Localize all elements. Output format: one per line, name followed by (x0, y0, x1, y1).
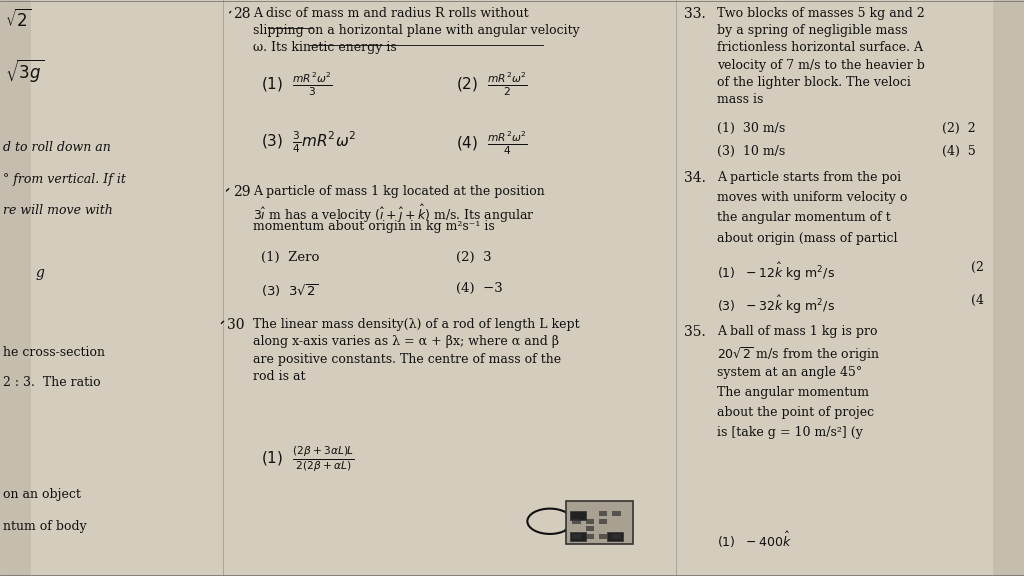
Text: $(2)\ \ \frac{mR^2\omega^2}{2}$: $(2)\ \ \frac{mR^2\omega^2}{2}$ (456, 70, 527, 98)
Text: (4)  −3: (4) −3 (456, 282, 503, 295)
FancyBboxPatch shape (570, 511, 586, 520)
Text: (2)  3: (2) 3 (456, 251, 492, 264)
Text: A particle starts from the poi: A particle starts from the poi (717, 171, 901, 184)
Text: (2)  2: (2) 2 (942, 122, 976, 135)
Text: momentum about origin in kg m²s⁻¹ is: momentum about origin in kg m²s⁻¹ is (253, 220, 495, 233)
Text: re will move with: re will move with (3, 204, 113, 218)
Text: of the lighter block. The veloci: of the lighter block. The veloci (717, 76, 910, 89)
Bar (0, 0, 31, 576)
FancyBboxPatch shape (566, 501, 633, 544)
Text: (4: (4 (971, 294, 984, 307)
Text: A ball of mass 1 kg is pro: A ball of mass 1 kg is pro (717, 325, 878, 339)
Text: ntum of body: ntum of body (3, 520, 87, 533)
Text: about origin (mass of particl: about origin (mass of particl (717, 232, 897, 245)
Text: $(1)\ \ \frac{mR^2\omega^2}{3}$: $(1)\ \ \frac{mR^2\omega^2}{3}$ (261, 70, 333, 98)
Text: (1)  30 m/s: (1) 30 m/s (717, 122, 785, 135)
Text: on an object: on an object (3, 488, 81, 502)
Text: rod is at: rod is at (253, 370, 305, 383)
FancyBboxPatch shape (572, 519, 581, 524)
Text: A particle of mass 1 kg located at the position: A particle of mass 1 kg located at the p… (253, 185, 545, 199)
Text: $(3)\ \ \frac{3}{4}mR^2\omega^2$: $(3)\ \ \frac{3}{4}mR^2\omega^2$ (261, 130, 356, 155)
Text: frictionless horizontal surface. A: frictionless horizontal surface. A (717, 41, 923, 55)
Text: g: g (36, 266, 45, 280)
Text: slipping on a horizontal plane with angular velocity: slipping on a horizontal plane with angu… (253, 24, 580, 37)
Text: $\sqrt{2}$: $\sqrt{2}$ (5, 9, 32, 31)
Text: system at an angle 45°: system at an angle 45° (717, 366, 862, 379)
Text: the angular momentum of t: the angular momentum of t (717, 211, 891, 225)
Text: $(3)\ \ -32\hat{k}\ \mathrm{kg\ m^2/s}$: $(3)\ \ -32\hat{k}\ \mathrm{kg\ m^2/s}$ (717, 294, 835, 316)
FancyBboxPatch shape (599, 519, 607, 524)
Text: (1)  Zero: (1) Zero (261, 251, 319, 264)
Text: 29: 29 (233, 185, 251, 199)
Bar (993, 0, 1024, 576)
Text: about the point of projec: about the point of projec (717, 406, 873, 419)
Text: $(1)\ \ -400\hat{k}$: $(1)\ \ -400\hat{k}$ (717, 530, 792, 550)
FancyBboxPatch shape (612, 511, 621, 516)
FancyBboxPatch shape (599, 534, 607, 539)
Text: by a spring of negligible mass: by a spring of negligible mass (717, 24, 907, 37)
Text: 35.: 35. (684, 325, 706, 339)
Text: $(1)\ \ \frac{(2\beta+3\alpha L)L}{2(2\beta+\alpha L)}$: $(1)\ \ \frac{(2\beta+3\alpha L)L}{2(2\b… (261, 445, 354, 474)
Text: ω. Its kinetic energy is: ω. Its kinetic energy is (253, 41, 396, 55)
Text: The angular momentum: The angular momentum (717, 386, 868, 399)
Text: moves with uniform velocity o: moves with uniform velocity o (717, 191, 907, 204)
Text: The linear mass density(λ) of a rod of length L kept: The linear mass density(λ) of a rod of l… (253, 318, 580, 331)
Text: 2 : 3.  The ratio: 2 : 3. The ratio (3, 376, 100, 389)
Text: velocity of 7 m/s to the heavier b: velocity of 7 m/s to the heavier b (717, 59, 925, 72)
Text: $(3)\ \ 3\sqrt{2}$: $(3)\ \ 3\sqrt{2}$ (261, 282, 319, 299)
Text: $(1)\ \ -12\hat{k}\ \mathrm{kg\ m^2/s}$: $(1)\ \ -12\hat{k}\ \mathrm{kg\ m^2/s}$ (717, 261, 835, 283)
Text: $(4)\ \ \frac{mR^2\omega^2}{4}$: $(4)\ \ \frac{mR^2\omega^2}{4}$ (456, 130, 527, 157)
Text: along x-axis varies as λ = α + βx; where α and β: along x-axis varies as λ = α + βx; where… (253, 335, 559, 348)
Text: Two blocks of masses 5 kg and 2: Two blocks of masses 5 kg and 2 (717, 7, 925, 20)
FancyBboxPatch shape (570, 532, 586, 541)
Text: $3\hat{\imath}$ m has a velocity $(\hat{\imath}+\hat{\jmath}+\hat{k})$ m/s. Its : $3\hat{\imath}$ m has a velocity $(\hat{… (253, 203, 535, 225)
FancyBboxPatch shape (607, 532, 623, 541)
Text: 34.: 34. (684, 171, 706, 185)
Text: mass is: mass is (717, 93, 763, 107)
Text: $\sqrt{3g}$: $\sqrt{3g}$ (5, 58, 44, 85)
Text: (4)  5: (4) 5 (942, 145, 976, 158)
FancyBboxPatch shape (599, 511, 607, 516)
Text: A disc of mass m and radius R rolls without: A disc of mass m and radius R rolls with… (253, 7, 528, 20)
Text: ° from vertical. If it: ° from vertical. If it (3, 173, 126, 186)
Text: (2: (2 (971, 261, 984, 274)
Text: are positive constants. The centre of mass of the: are positive constants. The centre of ma… (253, 353, 561, 366)
Text: is [take g = 10 m/s²] (y: is [take g = 10 m/s²] (y (717, 426, 862, 439)
FancyBboxPatch shape (586, 526, 594, 531)
Text: 30: 30 (227, 318, 245, 332)
Text: $20\sqrt{2}$ m/s from the origin: $20\sqrt{2}$ m/s from the origin (717, 346, 880, 365)
Text: he cross-section: he cross-section (3, 346, 105, 359)
Text: (3)  10 m/s: (3) 10 m/s (717, 145, 785, 158)
FancyBboxPatch shape (612, 534, 621, 539)
FancyBboxPatch shape (586, 519, 594, 524)
Text: 28: 28 (233, 7, 251, 21)
FancyBboxPatch shape (586, 534, 594, 539)
Text: 33.: 33. (684, 7, 706, 21)
Text: d to roll down an: d to roll down an (3, 141, 111, 154)
FancyBboxPatch shape (572, 534, 581, 539)
